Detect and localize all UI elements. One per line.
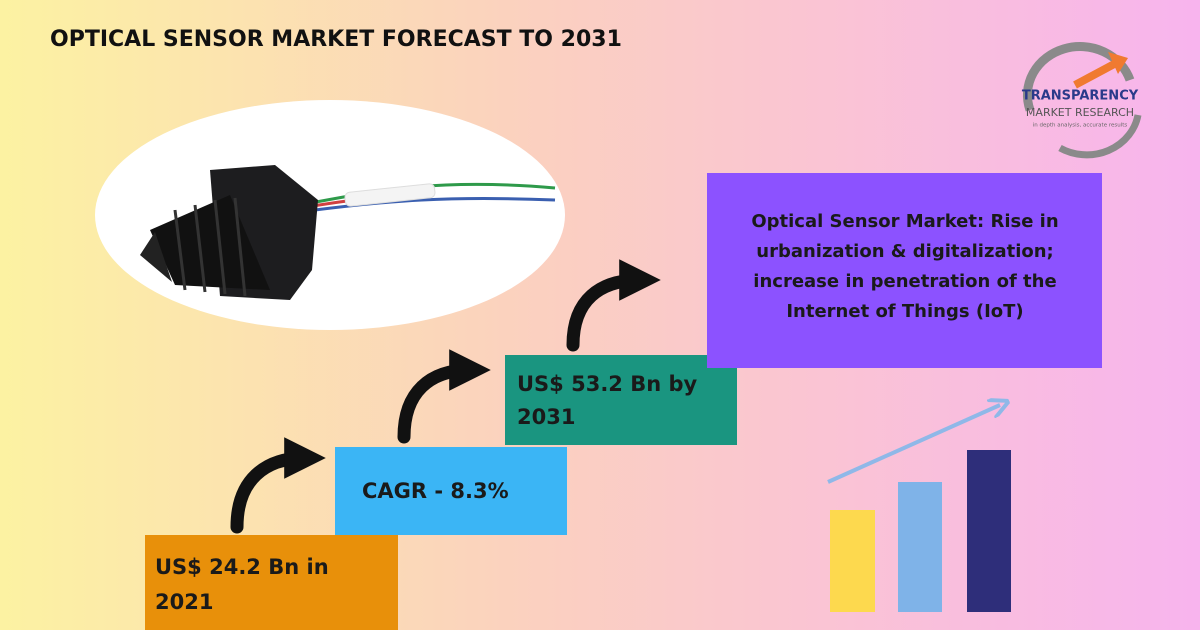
step-text: US$ 24.2 Bn in [155, 555, 329, 579]
step-box [505, 355, 737, 445]
highlight-text: increase in penetration of the [753, 271, 1056, 292]
growth-icon [827, 405, 1011, 612]
step-text: CAGR - 8.3% [362, 479, 509, 503]
step-text: 2031 [517, 405, 575, 429]
logo-subname: MARKET RESEARCH [1026, 106, 1134, 119]
logo-tagline: in depth analysis, accurate results [1033, 123, 1128, 129]
title: OPTICAL SENSOR MARKET FORECAST TO 2031 [50, 27, 622, 52]
step-text: US$ 53.2 Bn by [517, 372, 698, 396]
arrows [230, 259, 661, 534]
step-text: 2021 [155, 590, 213, 614]
highlight-text: urbanization & digitalization; [756, 241, 1054, 262]
highlight-box [707, 173, 1102, 368]
step-box [145, 535, 398, 630]
highlight-text: Internet of Things (IoT) [786, 301, 1023, 322]
logo-name: TRANSPARENCY [1022, 89, 1139, 104]
sensor-image [95, 100, 565, 330]
step-box [335, 447, 567, 535]
highlight-text: Optical Sensor Market: Rise in [751, 211, 1058, 232]
logo: TRANSPARENCY MARKET RESEARCH in depth an… [1022, 41, 1142, 159]
